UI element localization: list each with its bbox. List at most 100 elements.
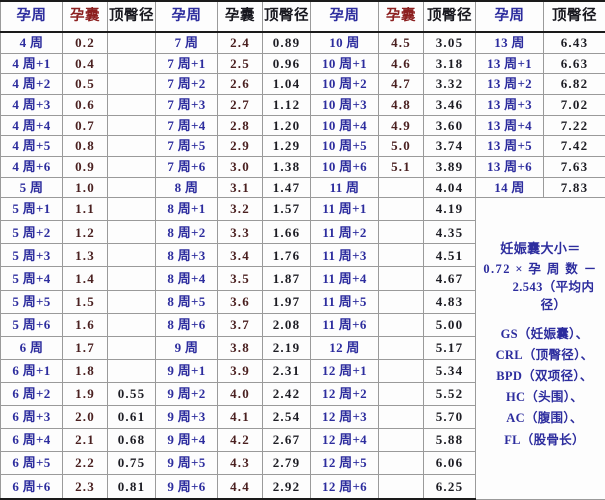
block-2-sac-cell: 3.0	[217, 155, 263, 178]
block-4-week-cell: 13 周+5	[475, 135, 544, 157]
block-2-crl-cell: 1.12	[262, 94, 311, 116]
block-2-crl-cell: 1.97	[262, 289, 311, 314]
block-2-week-cell: 9 周+3	[155, 405, 218, 430]
block-1-sac-cell: 1.6	[62, 312, 108, 337]
block-1-crl-cell	[107, 243, 156, 268]
block-1-sac-cell: 2.2	[62, 451, 108, 476]
table-row: 5 周+4 1.4 8 周+4 3.5 1.87 11 周+4 4.67	[0, 266, 605, 291]
block-1-crl-cell	[107, 31, 156, 54]
block-2-crl-cell: 1.87	[262, 266, 311, 291]
block-3-week-cell: 12 周+6	[310, 474, 379, 500]
header-block-1-col1: 孕周	[0, 0, 63, 33]
block-1-sac-cell: 2.0	[62, 405, 108, 430]
block-1-crl-cell: 0.68	[107, 428, 156, 453]
block-1-sac-cell: 1.9	[62, 381, 108, 407]
header-block-1-col2: 孕囊	[62, 0, 108, 33]
block-2-crl-cell: 2.79	[262, 451, 311, 476]
block-1-crl-cell	[107, 266, 156, 291]
block-1-week-cell: 4 周+3	[0, 94, 63, 116]
table-header-row: 孕周 孕囊 顶臀径 孕周 孕囊 顶臀径 孕周 孕囊 顶臀径 孕周 顶臀径	[0, 0, 605, 33]
block-2-week-cell: 8 周+3	[155, 243, 218, 268]
block-1-week-cell: 6 周+3	[0, 405, 63, 430]
block-2-sac-cell: 3.9	[217, 358, 263, 383]
block-3-crl-cell: 5.70	[423, 405, 476, 430]
block-1-crl-cell: 0.55	[107, 381, 156, 407]
block-3-crl-cell: 3.74	[423, 135, 476, 157]
gestational-sac-formula: 妊娠囊大小＝ 0.72 × 孕 周 数 － 2.543（平均内 径）	[477, 240, 605, 312]
block-4-week-cell: 13 周+4	[475, 114, 544, 137]
block-2-sac-cell: 3.3	[217, 220, 263, 245]
block-3-sac-cell	[378, 220, 424, 245]
block-2-crl-cell: 2.92	[262, 474, 311, 500]
table-row: 5 周 1.0 8 周 3.1 1.47 11 周 4.04 14 周 7.83	[0, 176, 605, 199]
block-3-crl-cell: 4.04	[423, 176, 476, 199]
block-2-crl-cell: 2.54	[262, 405, 311, 430]
block-4-crl-cell: 7.22	[543, 114, 605, 137]
block-1-crl-cell: 0.75	[107, 451, 156, 476]
block-2-crl-cell: 0.89	[262, 31, 311, 54]
block-2-sac-cell: 2.4	[217, 31, 263, 54]
block-1-week-cell: 6 周+6	[0, 474, 63, 500]
table-row: 4 周+2 0.5 7 周+2 2.6 1.04 10 周+2 4.7 3.32 13 周+2 6…	[0, 73, 605, 96]
table-row: 6 周+4 2.1 0.68 9 周+4 4.2 2.67 12 周+4 5.88	[0, 428, 605, 453]
block-2-crl-cell: 0.96	[262, 52, 311, 75]
block-2-week-cell: 8 周+5	[155, 289, 218, 314]
block-2-week-cell: 7 周+5	[155, 135, 218, 157]
block-4-week-cell: 13 周+2	[475, 73, 544, 96]
block-2-sac-cell: 3.1	[217, 176, 263, 199]
block-1-crl-cell	[107, 73, 156, 96]
block-3-crl-cell: 6.25	[423, 474, 476, 500]
table-row: 4 周 0.2 7 周 2.4 0.89 10 周 4.5 3.05 13 周 6.43	[0, 31, 605, 54]
block-3-week-cell: 12 周	[310, 335, 379, 360]
block-2-week-cell: 8 周+1	[155, 197, 218, 222]
block-3-week-cell: 11 周+6	[310, 312, 379, 337]
block-3-crl-cell: 4.35	[423, 220, 476, 245]
block-3-crl-cell: 4.19	[423, 197, 476, 222]
block-3-crl-cell: 4.67	[423, 266, 476, 291]
block-3-crl-cell: 5.34	[423, 358, 476, 383]
header-block-3-col2: 孕囊	[378, 0, 424, 33]
block-4-crl-cell: 6.63	[543, 52, 605, 75]
block-2-week-cell: 8 周+2	[155, 220, 218, 245]
block-4-week-cell: 13 周+3	[475, 94, 544, 116]
block-3-week-cell: 12 周+4	[310, 428, 379, 453]
block-3-sac-cell	[378, 243, 424, 268]
block-2-sac-cell: 4.0	[217, 381, 263, 407]
block-1-week-cell: 4 周+1	[0, 52, 63, 75]
block-3-crl-cell: 3.46	[423, 94, 476, 116]
block-1-sac-cell: 1.0	[62, 176, 108, 199]
block-2-crl-cell: 2.19	[262, 335, 311, 360]
block-2-crl-cell: 2.42	[262, 381, 311, 407]
legend-item: FL（股骨长）	[504, 432, 585, 447]
block-2-crl-cell: 1.66	[262, 220, 311, 245]
block-1-week-cell: 5 周+5	[0, 289, 63, 314]
block-3-sac-cell	[378, 405, 424, 430]
block-3-sac-cell	[378, 197, 424, 222]
block-1-crl-cell	[107, 176, 156, 199]
block-3-crl-cell: 3.60	[423, 114, 476, 137]
block-1-sac-cell: 0.9	[62, 155, 108, 178]
block-1-crl-cell	[107, 358, 156, 383]
block-4-week-cell: 13 周	[475, 31, 544, 54]
block-2-sac-cell: 3.6	[217, 289, 263, 314]
block-3-week-cell: 11 周+3	[310, 243, 379, 268]
block-2-week-cell: 9 周	[155, 335, 218, 360]
table-row: 5 周+5 1.5 8 周+5 3.6 1.97 11 周+5 4.83	[0, 289, 605, 314]
block-3-crl-cell: 6.06	[423, 451, 476, 476]
header-block-3-col3: 顶臀径	[423, 0, 476, 33]
block-3-week-cell: 10 周+4	[310, 114, 379, 137]
formula-line-1: 妊娠囊大小＝	[500, 240, 581, 256]
block-2-week-cell: 7 周	[155, 31, 218, 54]
block-3-sac-cell	[378, 266, 424, 291]
block-4-crl-cell: 7.42	[543, 135, 605, 157]
block-2-week-cell: 9 周+1	[155, 358, 218, 383]
table-row: 6 周+6 2.3 0.81 9 周+6 4.4 2.92 12 周+6 6.25	[0, 474, 605, 500]
block-1-sac-cell: 1.7	[62, 335, 108, 360]
block-1-crl-cell	[107, 335, 156, 360]
block-1-crl-cell: 0.81	[107, 474, 156, 500]
block-1-sac-cell: 1.4	[62, 266, 108, 291]
block-3-crl-cell: 4.83	[423, 289, 476, 314]
block-1-week-cell: 4 周+2	[0, 73, 63, 96]
